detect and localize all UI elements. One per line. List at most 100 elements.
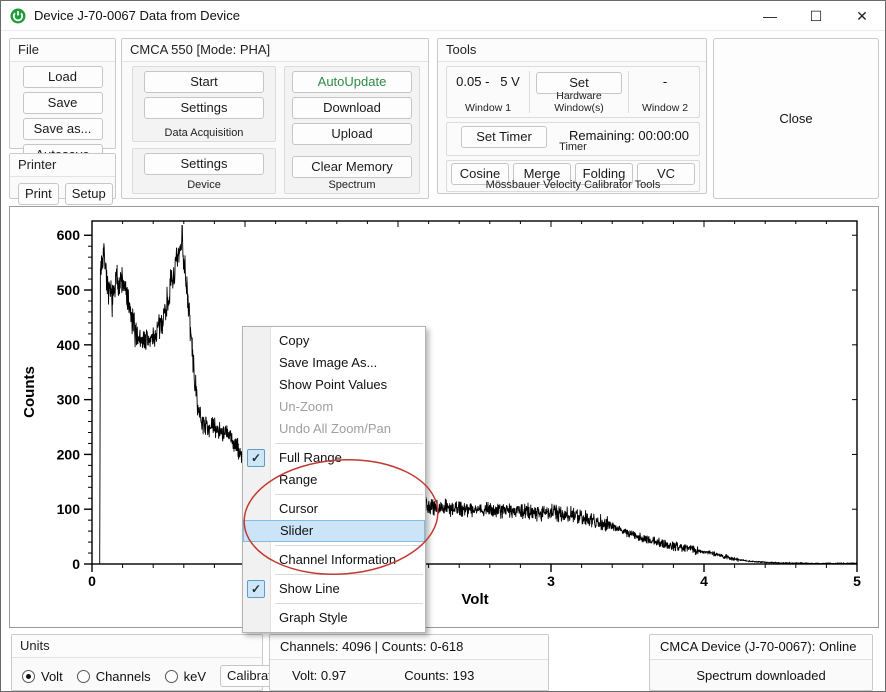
timer-group: Set Timer Remaining: 00:00:00 Timer	[446, 122, 700, 156]
menu-item-undo-all-zoom-pan: Undo All Zoom/Pan	[279, 421, 392, 436]
file-panel: File Load Save Save as... Autosave	[9, 38, 116, 166]
window1-caption: Window 1	[464, 102, 512, 114]
menu-separator	[275, 494, 423, 495]
maximize-icon[interactable]: ☐	[809, 7, 823, 24]
device-group: Settings Device	[132, 148, 276, 194]
hardware-window-group: 0.05 - 5 V Window 1 Set Hardware Window(…	[446, 66, 700, 118]
acquisition-settings-button[interactable]: Settings	[144, 97, 264, 119]
menu-item-show-point-values[interactable]: Show Point Values	[279, 377, 388, 392]
print-button[interactable]: Print	[18, 183, 59, 205]
folding-button[interactable]: Folding	[575, 163, 633, 185]
download-button[interactable]: Download	[292, 97, 412, 119]
svg-text:0: 0	[88, 573, 96, 589]
svg-text:500: 500	[57, 282, 81, 298]
checkmark-icon: ✓	[247, 449, 265, 467]
context-menu: Copy Save Image As... Show Point Values …	[242, 326, 426, 633]
radio-kev-label[interactable]: keV	[183, 668, 207, 684]
title-bar: Device J-70-0067 Data from Device — ☐ ✕	[1, 1, 885, 31]
menu-item-channel-information[interactable]: Channel Information	[279, 552, 397, 567]
load-button[interactable]: Load	[22, 66, 103, 88]
menu-item-graph-style[interactable]: Graph Style	[279, 610, 348, 625]
printer-setup-button[interactable]: Setup	[64, 183, 113, 205]
menu-item-un-zoom: Un-Zoom	[279, 399, 334, 414]
spectrum-caption: Spectrum	[328, 179, 376, 191]
menu-item-copy[interactable]: Copy	[279, 333, 310, 348]
spectrum-group: AutoUpdate Download Upload Clear Memory …	[284, 66, 420, 194]
readout-header: Channels: 4096 | Counts: 0-618	[270, 635, 548, 660]
data-acquisition-group: Start Settings Data Acquisition	[132, 66, 276, 142]
radio-channels[interactable]	[76, 669, 90, 683]
window1-value: 0.05 - 5 V	[456, 74, 520, 89]
upload-button[interactable]: Upload	[292, 123, 412, 145]
window2-caption: Window 2	[641, 102, 689, 114]
moessbauer-group: Cosine Merge Folding VC Mössbauer Veloci…	[446, 160, 700, 192]
menu-item-slider[interactable]: Slider	[243, 520, 425, 542]
readout-panel: Channels: 4096 | Counts: 0-618 Volt: 0.9…	[269, 634, 549, 691]
printer-panel-title: Printer	[10, 154, 115, 177]
minimize-icon[interactable]: —	[763, 8, 777, 24]
svg-text:0: 0	[72, 556, 80, 572]
save-as-button[interactable]: Save as...	[22, 118, 103, 140]
moessbauer-caption: Mössbauer Velocity Calibrator Tools	[485, 179, 661, 191]
menu-separator	[275, 603, 423, 604]
spectrum-plot-panel: 0100200300400500600012345VoltCounts	[9, 206, 879, 628]
printer-panel: Printer Print Setup	[9, 153, 116, 205]
device-status-panel: CMCA Device (J-70-0067): Online Spectrum…	[649, 634, 873, 691]
tools-panel: Tools 0.05 - 5 V Window 1 Set Hardware W…	[437, 38, 707, 194]
timer-remaining: Remaining: 00:00:00	[569, 128, 689, 143]
menu-item-show-line[interactable]: ✓ Show Line	[243, 578, 425, 600]
svg-text:600: 600	[57, 227, 81, 243]
checkmark-icon: ✓	[247, 580, 265, 598]
radio-volt[interactable]	[22, 669, 35, 683]
readout-counts: Counts: 193	[404, 668, 475, 683]
radio-volt-label[interactable]: Volt	[41, 668, 63, 684]
svg-text:300: 300	[57, 392, 81, 408]
menu-item-save-image-as[interactable]: Save Image As...	[279, 355, 378, 370]
spectrum-plot[interactable]: 0100200300400500600012345VoltCounts	[10, 207, 878, 627]
menu-item-full-range[interactable]: ✓ Full Range	[243, 447, 425, 469]
menu-separator	[275, 545, 423, 546]
radio-channels-label[interactable]: Channels	[95, 668, 151, 684]
svg-text:3: 3	[547, 573, 555, 589]
window-title: Device J-70-0067 Data from Device	[34, 8, 240, 23]
tools-panel-title: Tools	[438, 39, 706, 62]
svg-text:Counts: Counts	[21, 366, 38, 418]
window2-value: -	[662, 74, 668, 89]
file-panel-title: File	[10, 39, 115, 62]
menu-item-cursor[interactable]: Cursor	[279, 501, 319, 516]
svg-text:100: 100	[57, 501, 81, 517]
close-button[interactable]: Close	[713, 38, 879, 199]
svg-text:200: 200	[57, 446, 81, 462]
merge-button[interactable]: Merge	[513, 163, 571, 185]
set-hardware-window-button[interactable]: Set	[536, 72, 622, 94]
menu-item-range[interactable]: Range	[279, 472, 318, 487]
device-settings-button[interactable]: Settings	[144, 153, 264, 175]
menu-separator	[275, 443, 423, 444]
svg-text:Volt: Volt	[461, 591, 488, 608]
data-acquisition-caption: Data Acquisition	[164, 127, 244, 139]
hardware-window-caption: Hardware Window(s)	[554, 90, 604, 114]
save-button[interactable]: Save	[22, 92, 103, 114]
svg-text:5: 5	[853, 573, 861, 589]
vc-button[interactable]: VC	[637, 163, 695, 185]
autoupdate-button[interactable]: AutoUpdate	[292, 71, 412, 93]
radio-kev[interactable]	[164, 669, 178, 683]
timer-caption: Timer	[559, 141, 587, 153]
device-caption: Device	[187, 179, 221, 191]
units-panel: Units Volt Channels keV Calibrate	[11, 634, 287, 691]
readout-volt: Volt: 0.97	[292, 668, 347, 683]
units-panel-title: Units	[12, 635, 262, 658]
device-status-header: CMCA Device (J-70-0067): Online	[650, 635, 872, 660]
set-timer-button[interactable]: Set Timer	[461, 126, 547, 148]
app-icon	[10, 8, 26, 23]
svg-text:4: 4	[700, 573, 708, 589]
clear-memory-button[interactable]: Clear Memory	[292, 156, 412, 178]
start-button[interactable]: Start	[144, 71, 264, 93]
close-icon[interactable]: ✕	[856, 7, 868, 24]
device-status-text: Spectrum downloaded	[696, 668, 826, 683]
cosine-button[interactable]: Cosine	[451, 163, 509, 185]
cmca-panel: CMCA 550 [Mode: PHA] Start Settings Data…	[121, 38, 429, 199]
menu-separator	[275, 574, 423, 575]
svg-text:400: 400	[57, 337, 81, 353]
